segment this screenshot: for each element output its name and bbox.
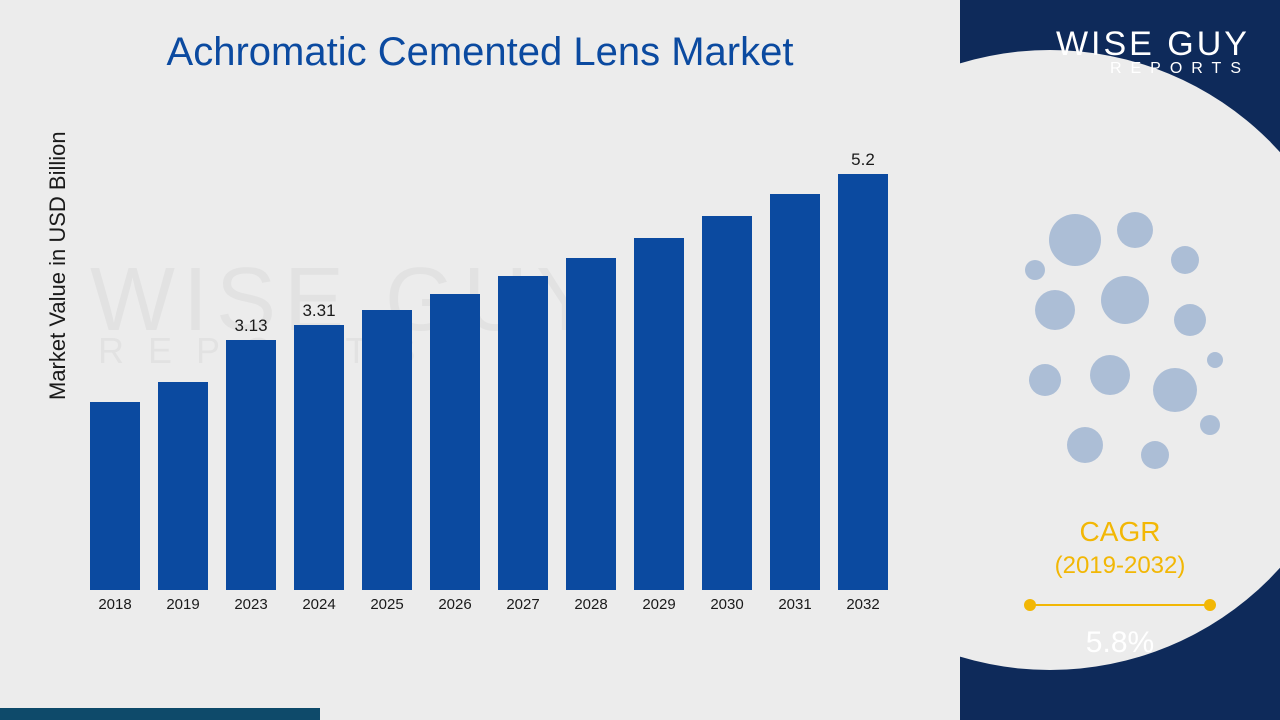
- bar-group: [430, 150, 480, 590]
- bar-group: [158, 150, 208, 590]
- x-tick-label: 2025: [362, 596, 412, 613]
- x-tick-label: 2031: [770, 596, 820, 613]
- x-tick-label: 2026: [430, 596, 480, 613]
- brand-logo: WISE GUY REPORTS: [1056, 25, 1250, 78]
- x-tick-label: 2024: [294, 596, 344, 613]
- canvas: WISE GUY REPORTS Achromatic Cemented Len…: [0, 0, 1280, 720]
- bar: [362, 310, 412, 590]
- bar-group: [498, 150, 548, 590]
- bar-group: [770, 150, 820, 590]
- x-tick-label: 2018: [90, 596, 140, 613]
- bar: [294, 325, 344, 590]
- y-axis-label: Market Value in USD Billion: [45, 131, 71, 400]
- x-tick-label: 2030: [702, 596, 752, 613]
- bar-value-label: 3.13: [226, 316, 276, 336]
- bar-chart: 3.13 3.31 5.2 2018 2019 2023 2024 2025 2026 2027…: [90, 150, 910, 620]
- x-tick-label: 2019: [158, 596, 208, 613]
- bar-value-label: 5.2: [838, 150, 888, 170]
- bar-group: 3.13: [226, 150, 276, 590]
- bar: [770, 194, 820, 590]
- plot-area: 3.13 3.31 5.2: [90, 150, 910, 590]
- x-tick-label: 2032: [838, 596, 888, 613]
- bar: [702, 216, 752, 590]
- bar: [634, 238, 684, 590]
- logo-line1: WISE GUY: [1056, 25, 1250, 64]
- cagr-label: CAGR: [1000, 516, 1240, 548]
- cagr-period: (2019-2032): [1000, 552, 1240, 580]
- bar-group: [634, 150, 684, 590]
- cagr-value: 5.8%: [1000, 626, 1240, 660]
- x-tick-label: 2023: [226, 596, 276, 613]
- x-tick-label: 2027: [498, 596, 548, 613]
- bar: [430, 294, 480, 590]
- bar: [90, 402, 140, 590]
- chart-title: Achromatic Cemented Lens Market: [0, 30, 960, 75]
- bar: [158, 382, 208, 590]
- bar-group: 5.2: [838, 150, 888, 590]
- bar-group: [702, 150, 752, 590]
- decorative-head-dots-icon: [995, 200, 1255, 520]
- bar-group: [362, 150, 412, 590]
- cagr-divider: [1030, 604, 1210, 606]
- bar: [498, 276, 548, 590]
- x-tick-label: 2028: [566, 596, 616, 613]
- bar: [226, 340, 276, 590]
- x-axis: 2018 2019 2023 2024 2025 2026 2027 2028 2029 2030…: [90, 590, 910, 620]
- x-tick-label: 2029: [634, 596, 684, 613]
- bar: [566, 258, 616, 590]
- bar: [838, 174, 888, 590]
- bar-value-label: 3.31: [294, 301, 344, 321]
- bottom-strip: [0, 708, 320, 720]
- bar-group: [566, 150, 616, 590]
- bar-group: [90, 150, 140, 590]
- cagr-block: CAGR (2019-2032) 5.8%: [1000, 516, 1240, 660]
- bar-group: 3.31: [294, 150, 344, 590]
